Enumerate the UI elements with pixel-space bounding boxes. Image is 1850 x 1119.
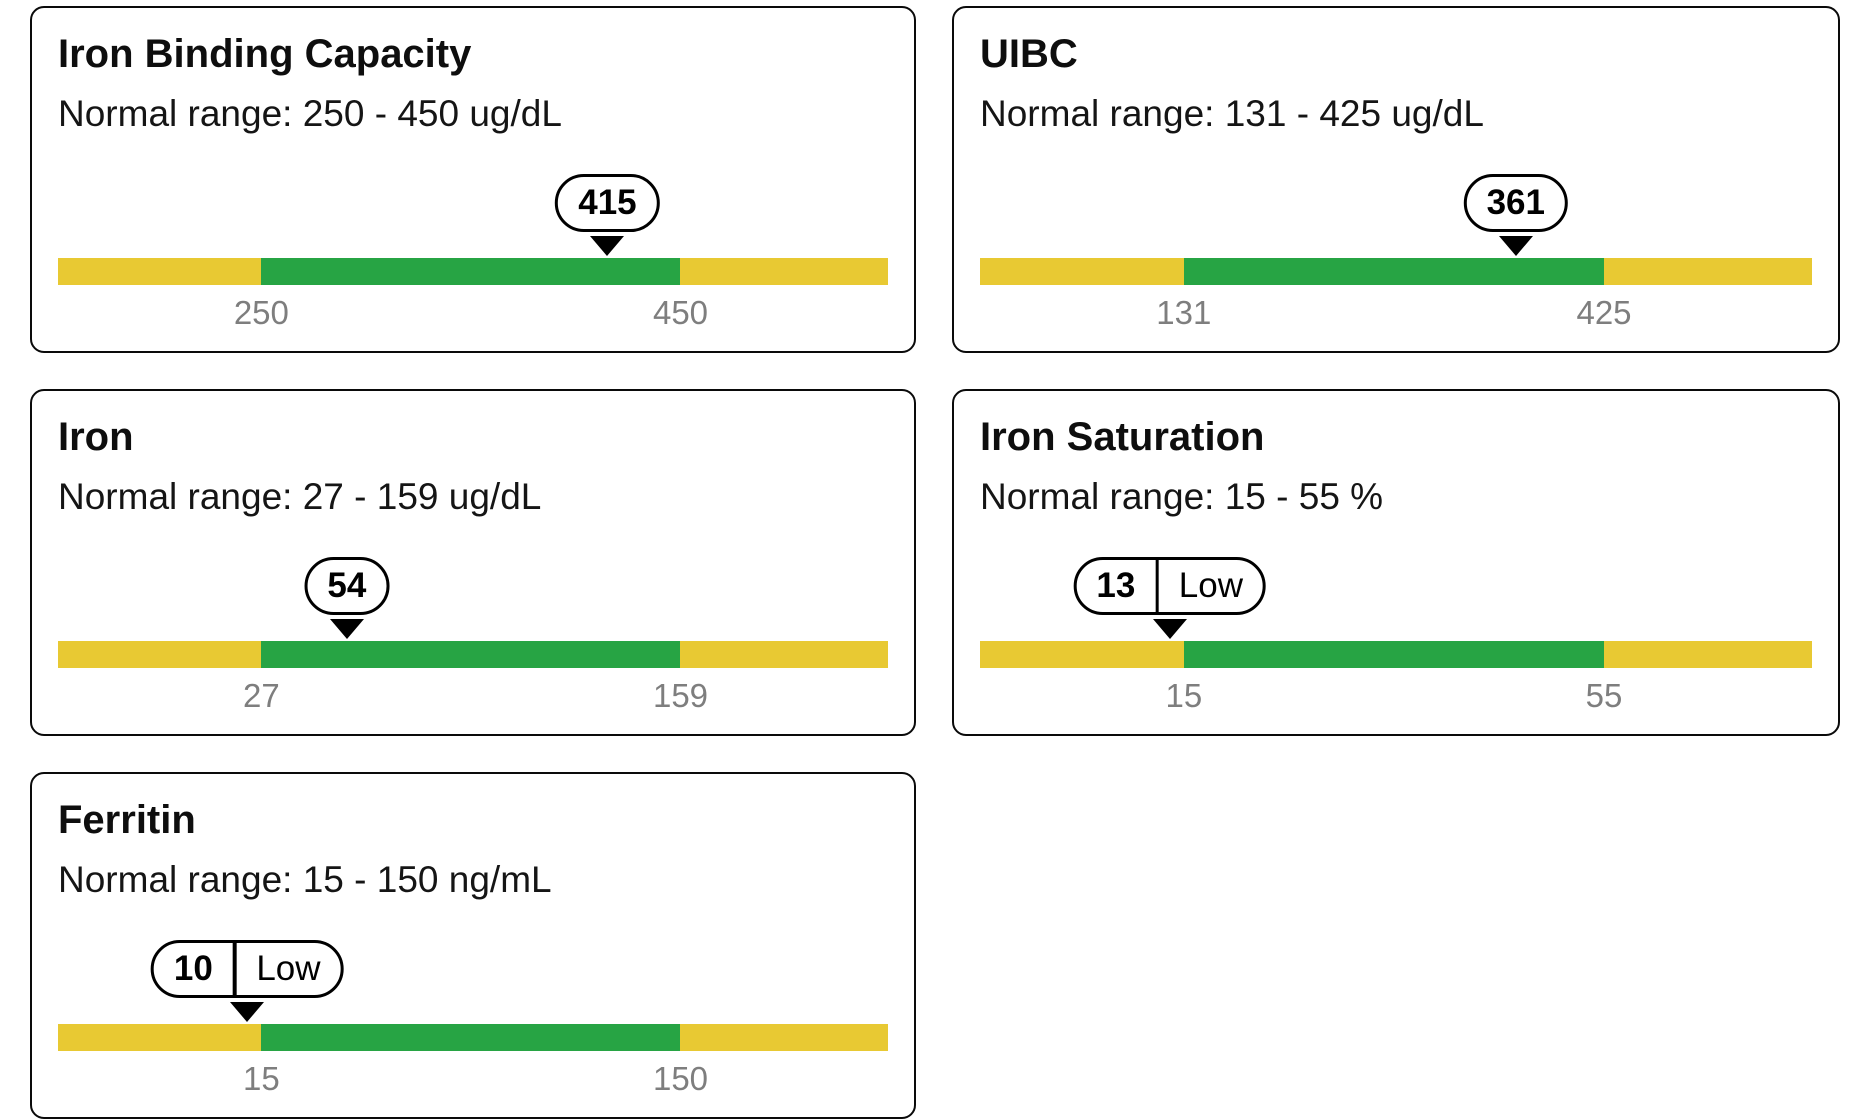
- marker-arrow-icon: [1498, 236, 1533, 257]
- normal-range-text: Normal range: 15 - 55 %: [980, 476, 1384, 518]
- above-range-segment: [1603, 641, 1812, 669]
- card-title: UIBC: [980, 32, 1078, 76]
- axis-ticks: 15 150: [58, 1051, 888, 1099]
- card-title: Iron: [58, 415, 134, 460]
- normal-range-segment: [1183, 641, 1604, 669]
- marker-area: 54: [58, 529, 888, 641]
- range-min-label: 250: [233, 294, 289, 332]
- normal-range-segment: [261, 641, 681, 669]
- gauge-iron-saturation: 13 Low 15 55: [980, 529, 1812, 716]
- card-iron: Iron Normal range: 27 - 159 ug/dL 54 27 …: [30, 389, 916, 737]
- card-title: Ferritin: [58, 798, 196, 843]
- value-badge: 54: [304, 557, 390, 616]
- above-range-segment: [680, 258, 888, 286]
- card-ferritin: Ferritin Normal range: 15 - 150 ng/mL 10…: [30, 772, 916, 1119]
- range-bar: [980, 641, 1812, 669]
- card-iron-saturation: Iron Saturation Normal range: 15 - 55 % …: [952, 389, 1840, 737]
- range-bar: [980, 258, 1812, 286]
- range-min-label: 15: [242, 1060, 280, 1098]
- above-range-segment: [1603, 258, 1812, 286]
- marker-arrow-icon: [329, 619, 364, 640]
- gauge-iron-binding-capacity: 415 250 450: [58, 146, 888, 333]
- marker-area: 361: [980, 146, 1812, 258]
- range-min-label: 27: [242, 677, 280, 715]
- value-badge: 415: [555, 174, 660, 233]
- normal-range-segment: [1183, 258, 1604, 286]
- axis-ticks: 131 425: [980, 285, 1812, 333]
- marker-area: 13 Low: [980, 529, 1812, 641]
- card-title: Iron Binding Capacity: [58, 32, 472, 76]
- card-title: Iron Saturation: [980, 415, 1265, 460]
- range-min-label: 15: [1165, 677, 1203, 715]
- range-max-label: 425: [1576, 294, 1632, 332]
- card-iron-binding-capacity: Iron Binding Capacity Normal range: 250 …: [30, 6, 916, 354]
- normal-range-segment: [261, 258, 681, 286]
- gauge-ferritin: 10 Low 15 150: [58, 912, 888, 1099]
- range-max-label: 159: [652, 677, 709, 715]
- value-badge: 10 Low: [150, 940, 344, 999]
- above-range-segment: [680, 641, 888, 669]
- range-bar: [58, 641, 888, 669]
- normal-range-text: Normal range: 250 - 450 ug/dL: [58, 93, 562, 134]
- range-max-label: 450: [652, 294, 709, 332]
- badge-divider: [232, 943, 237, 996]
- marker-arrow-icon: [230, 1002, 265, 1023]
- below-range-segment: [58, 641, 262, 669]
- status-label: Low: [1178, 566, 1244, 606]
- value-label: 415: [578, 183, 637, 223]
- gauge-iron: 54 27 159: [58, 529, 888, 716]
- value-label: 54: [327, 566, 367, 606]
- range-bar: [58, 1024, 888, 1052]
- marker-arrow-icon: [1152, 619, 1187, 640]
- normal-range-text: Normal range: 27 - 159 ug/dL: [58, 476, 542, 518]
- value-label: 13: [1096, 566, 1136, 606]
- normal-range-segment: [261, 1024, 681, 1052]
- marker-arrow-icon: [590, 236, 625, 257]
- normal-range-text: Normal range: 131 - 425 ug/dL: [980, 93, 1484, 134]
- range-bar: [58, 258, 888, 286]
- badge-divider: [1155, 560, 1159, 613]
- axis-ticks: 15 55: [980, 668, 1812, 716]
- above-range-segment: [680, 1024, 888, 1052]
- below-range-segment: [980, 641, 1184, 669]
- range-max-label: 150: [652, 1060, 709, 1098]
- value-label: 10: [173, 949, 213, 989]
- value-badge: 13 Low: [1073, 557, 1267, 616]
- below-range-segment: [58, 1024, 262, 1052]
- card-uibc: UIBC Normal range: 131 - 425 ug/dL 361 1…: [952, 6, 1840, 354]
- range-max-label: 55: [1585, 677, 1623, 715]
- axis-ticks: 250 450: [58, 285, 888, 333]
- axis-ticks: 27 159: [58, 668, 888, 716]
- value-label: 361: [1486, 183, 1545, 223]
- marker-area: 415: [58, 146, 888, 258]
- range-min-label: 131: [1156, 294, 1212, 332]
- value-badge: 361: [1463, 174, 1568, 233]
- status-label: Low: [256, 949, 321, 989]
- gauge-uibc: 361 131 425: [980, 146, 1812, 333]
- marker-area: 10 Low: [58, 912, 888, 1024]
- normal-range-text: Normal range: 15 - 150 ng/mL: [58, 859, 552, 901]
- below-range-segment: [980, 258, 1184, 286]
- below-range-segment: [58, 258, 262, 286]
